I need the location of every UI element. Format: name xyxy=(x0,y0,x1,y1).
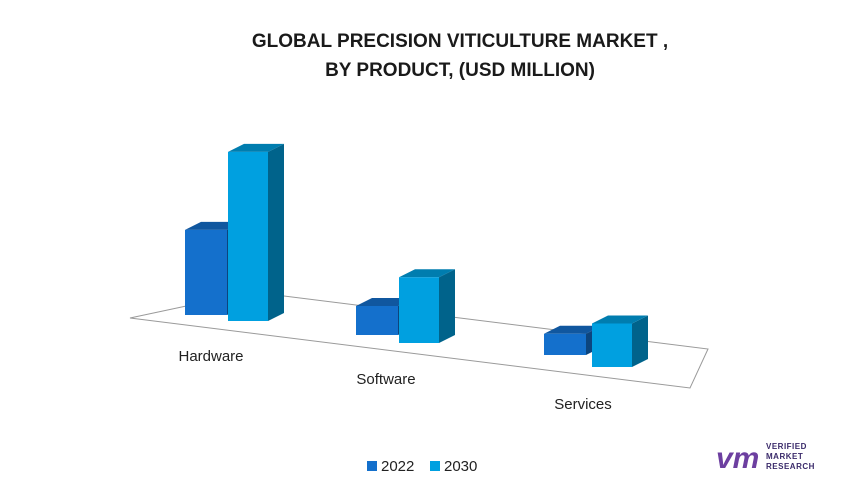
bar-front-software-2022 xyxy=(356,306,398,335)
bar-software-2030 xyxy=(399,269,455,343)
chart-title-line-2: BY PRODUCT, (USD MILLION) xyxy=(325,60,595,81)
vmr-logo-line-1: VERIFIED xyxy=(766,442,807,451)
bar-front-hardware-2030 xyxy=(228,151,268,321)
category-label-services: Services xyxy=(554,396,612,413)
category-label-hardware: Hardware xyxy=(178,348,243,365)
bar-top-services-2030 xyxy=(592,315,648,324)
vmr-logo-line-2: MARKET xyxy=(766,452,803,461)
bar-top-software-2030 xyxy=(399,269,455,278)
legend-label-2022: 2022 xyxy=(381,458,414,475)
bar-hardware-2030 xyxy=(228,143,284,321)
chart-title-line-1: GLOBAL PRECISION VITICULTURE MARKET , xyxy=(252,31,668,52)
bar-front-hardware-2022 xyxy=(185,229,227,315)
bars-group xyxy=(185,143,648,367)
vmr-logo-line-3: RESEARCH xyxy=(766,462,815,471)
bar-top-services-2022 xyxy=(544,325,602,334)
bar-side-software-2030 xyxy=(439,269,455,343)
bar-front-software-2030 xyxy=(399,277,439,343)
vmr-logo: vm VERIFIED MARKET RESEARCH xyxy=(716,442,815,475)
category-label-software: Software xyxy=(356,371,415,388)
legend-label-2030: 2030 xyxy=(444,458,477,475)
category-labels: Hardware Software Services xyxy=(178,348,611,413)
bar-services-2030 xyxy=(592,315,648,367)
bar-front-services-2030 xyxy=(592,323,632,367)
bar-side-hardware-2030 xyxy=(268,143,284,321)
chart-title: GLOBAL PRECISION VITICULTURE MARKET , BY… xyxy=(252,31,668,81)
legend: 2022 2030 xyxy=(367,458,477,475)
bar-side-services-2030 xyxy=(632,315,648,367)
legend-swatch-2022 xyxy=(367,461,377,471)
bar-top-hardware-2030 xyxy=(228,143,284,152)
bar-front-services-2022 xyxy=(544,333,586,355)
vmr-logo-mark: vm xyxy=(716,442,759,475)
legend-swatch-2030 xyxy=(430,461,440,471)
